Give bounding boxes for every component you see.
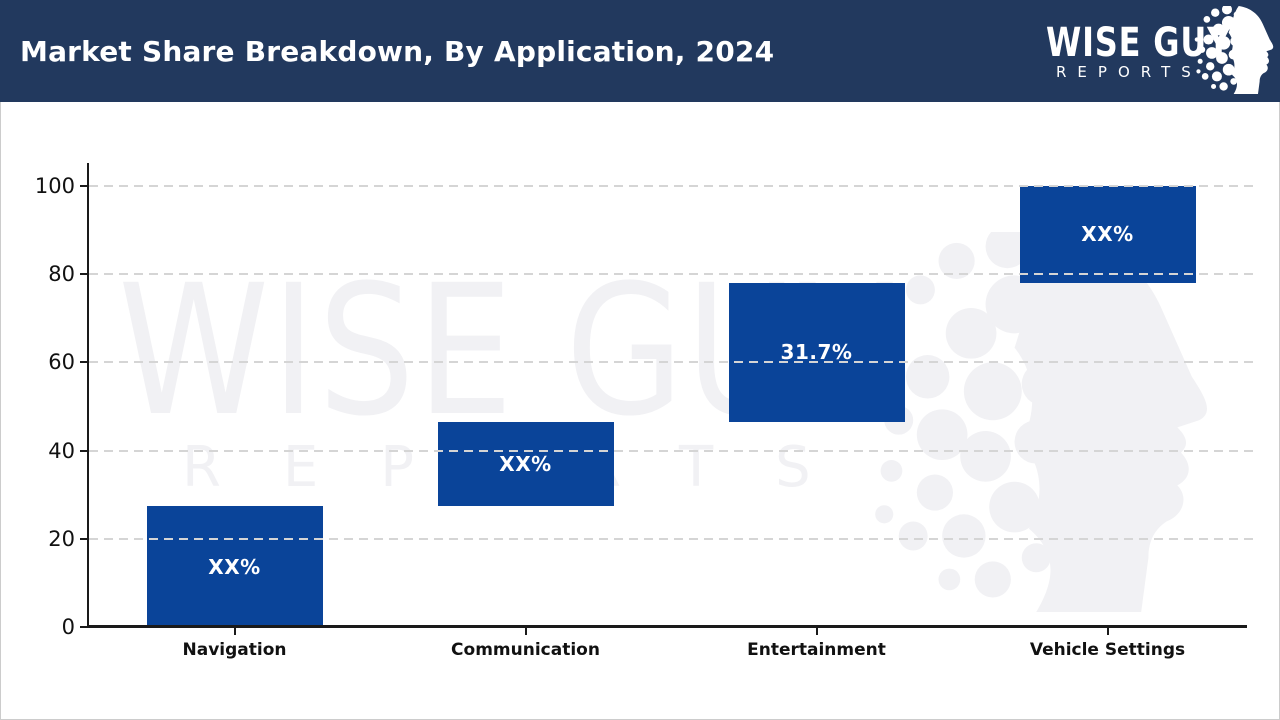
bar: XX%	[1019, 186, 1196, 283]
gridline	[89, 537, 1253, 540]
x-axis-label: Vehicle Settings	[1029, 640, 1186, 660]
bar-value-label: XX%	[499, 452, 552, 477]
wiseguy-head-icon	[1194, 6, 1274, 94]
y-tick	[80, 449, 88, 452]
bar: XX%	[146, 506, 323, 627]
bar-value-label: XX%	[1081, 222, 1134, 247]
y-tick	[80, 361, 88, 364]
x-axis-label: Communication	[451, 640, 600, 660]
y-tick-label: 0	[61, 615, 75, 639]
gridline	[89, 185, 1253, 187]
x-tick	[233, 628, 236, 635]
bar-value-label: 31.7%	[780, 340, 853, 365]
y-tick-label: 60	[48, 350, 75, 375]
y-tick	[80, 626, 88, 628]
y-tick	[80, 185, 88, 187]
bar: 31.7%	[728, 282, 905, 423]
y-tick-label: 100	[34, 174, 75, 198]
gridline	[89, 361, 1253, 364]
page-title: Market Share Breakdown, By Application, …	[20, 34, 775, 68]
gridline	[89, 449, 1253, 452]
logo-secondary-text: REPORTS	[1056, 63, 1202, 81]
y-tick-label: 40	[48, 438, 75, 463]
x-tick	[815, 628, 818, 635]
header-bar: Market Share Breakdown, By Application, …	[0, 0, 1280, 102]
y-tick	[80, 537, 88, 540]
y-tick	[80, 273, 88, 276]
x-tick	[524, 628, 527, 635]
y-tick-label: 20	[48, 526, 75, 551]
y-axis-line	[87, 163, 89, 628]
x-axis-label: Entertainment	[747, 640, 886, 660]
gridline	[89, 273, 1253, 276]
bar: XX%	[437, 422, 614, 507]
x-axis-line	[87, 625, 1247, 628]
y-tick-label: 80	[48, 262, 75, 287]
x-tick	[1106, 628, 1109, 635]
bar-value-label: XX%	[208, 554, 261, 579]
x-axis-label: Navigation	[182, 640, 287, 660]
